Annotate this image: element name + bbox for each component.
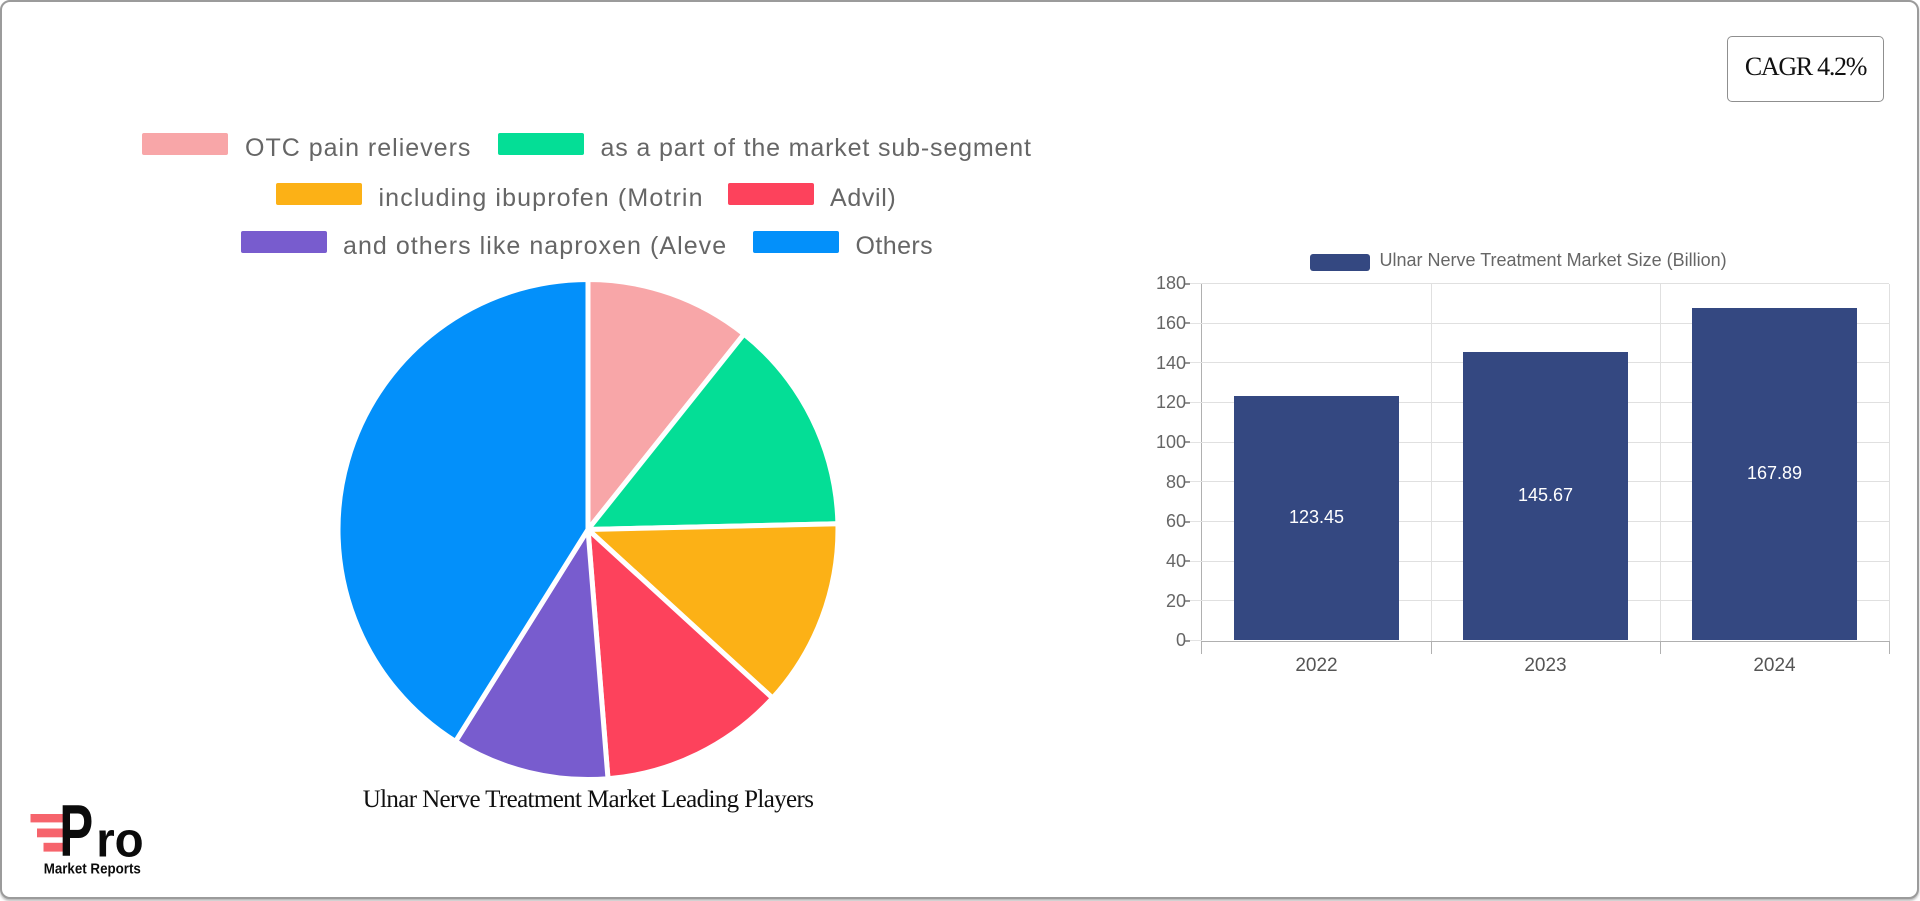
svg-text:ro: ro <box>96 813 143 868</box>
svg-text:Market Reports: Market Reports <box>44 860 141 877</box>
svg-text:P: P <box>59 795 93 872</box>
